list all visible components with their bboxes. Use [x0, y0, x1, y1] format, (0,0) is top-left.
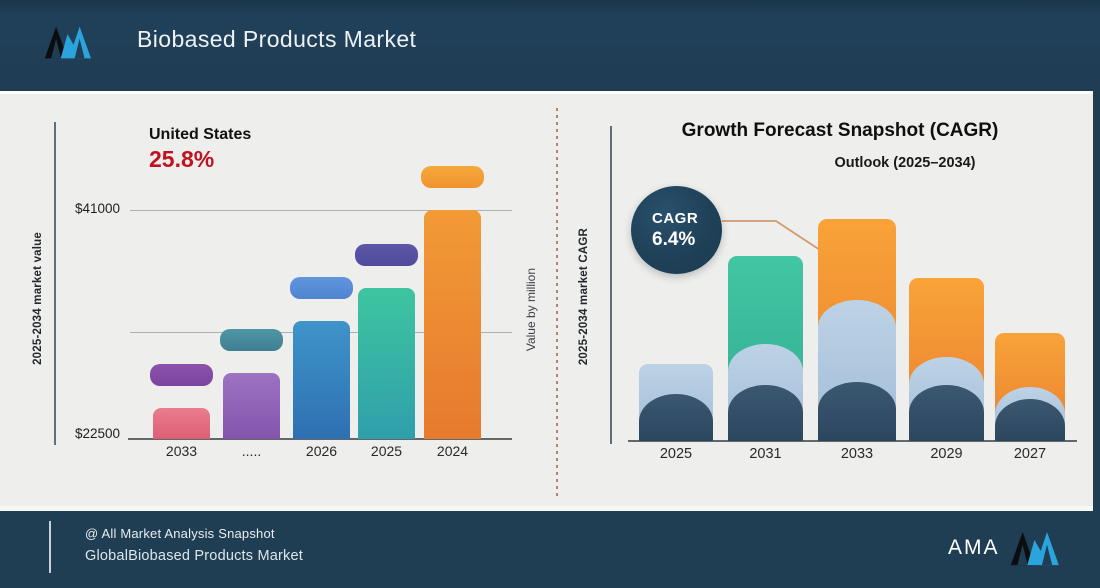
bar-..... — [223, 373, 280, 439]
stacked-bar-2025 — [639, 364, 713, 441]
bar-2024 — [424, 210, 481, 439]
cagr-badge: CAGR 6.4% — [631, 186, 722, 274]
bar-segment-navy-2027 — [995, 399, 1065, 441]
stacked-bar-2033 — [818, 219, 896, 441]
bar-cap-2025 — [355, 244, 418, 266]
left-chart-x-axis-line — [128, 438, 512, 440]
bar-cap-2024 — [421, 166, 484, 188]
x-tick-label-2025: 2025 — [370, 443, 403, 459]
bar-segment-navy-2025 — [639, 394, 713, 441]
cagr-badge-label: CAGR — [652, 209, 699, 227]
bar-segment-navy-2031 — [728, 385, 803, 441]
left-chart-gridline-41000 — [130, 210, 512, 211]
bar-cap-2026 — [290, 277, 353, 299]
footer-vertical-rule — [49, 521, 51, 573]
bar-2026 — [293, 321, 350, 439]
x-tick-label-2025: 2025 — [659, 446, 693, 462]
bar-segment-navy-2029 — [909, 385, 984, 441]
bar-cap-2033 — [150, 364, 213, 386]
ama-logo-icon — [44, 26, 91, 59]
footer-brand-text: AMA — [948, 536, 1000, 559]
left-chart-y-axis-line — [54, 122, 56, 445]
footer-band — [0, 511, 1100, 588]
left-chart-highlight-value: 25.8% — [149, 146, 215, 172]
bar-segment-navy-2033 — [818, 382, 896, 441]
header-band: Biobased Products Market — [0, 0, 1100, 92]
x-tick-label-2033: 2033 — [165, 443, 198, 459]
left-chart-ytick-bottom: $22500 — [74, 426, 120, 441]
right-chart-y-axis-line — [610, 126, 612, 444]
x-tick-label-2031: 2031 — [749, 446, 782, 462]
x-tick-label-2029: 2029 — [930, 446, 963, 462]
ama-logo-icon — [1010, 532, 1059, 566]
left-chart-title: United States — [149, 126, 252, 143]
bar-cap-..... — [220, 329, 283, 351]
bar-2033 — [153, 408, 210, 439]
stacked-bar-2027 — [995, 333, 1065, 441]
value-by-million-label: Value by million — [524, 268, 538, 352]
x-tick-label-2024: 2024 — [436, 443, 469, 459]
panel-divider-dashed-line — [556, 108, 558, 498]
bar-2025 — [358, 288, 415, 439]
right-chart-subtitle: Outlook (2025–2034) — [834, 155, 976, 171]
right-chart-title: Growth Forecast Snapshot (CAGR) — [681, 120, 999, 141]
left-chart-ytick-top: $41000 — [74, 201, 120, 216]
stacked-bar-2029 — [909, 278, 984, 441]
stacked-bar-2031 — [728, 256, 803, 441]
right-chart-y-axis-title: 2025-2034 market CAGR — [578, 228, 590, 366]
page-title: Biobased Products Market — [137, 26, 417, 52]
x-tick-label-2033: 2033 — [840, 446, 874, 462]
left-chart-y-axis-title: 2025-2034 market value — [32, 232, 44, 365]
cagr-badge-value: 6.4% — [652, 228, 696, 250]
footer-credit-text: @ All Market Analysis Snapshot — [85, 526, 275, 541]
x-tick-label-.....: ..... — [241, 443, 262, 459]
footer-source-text: GlobalBiobased Products Market — [85, 548, 303, 564]
x-tick-label-2027: 2027 — [1013, 446, 1047, 462]
x-tick-label-2026: 2026 — [305, 443, 338, 459]
